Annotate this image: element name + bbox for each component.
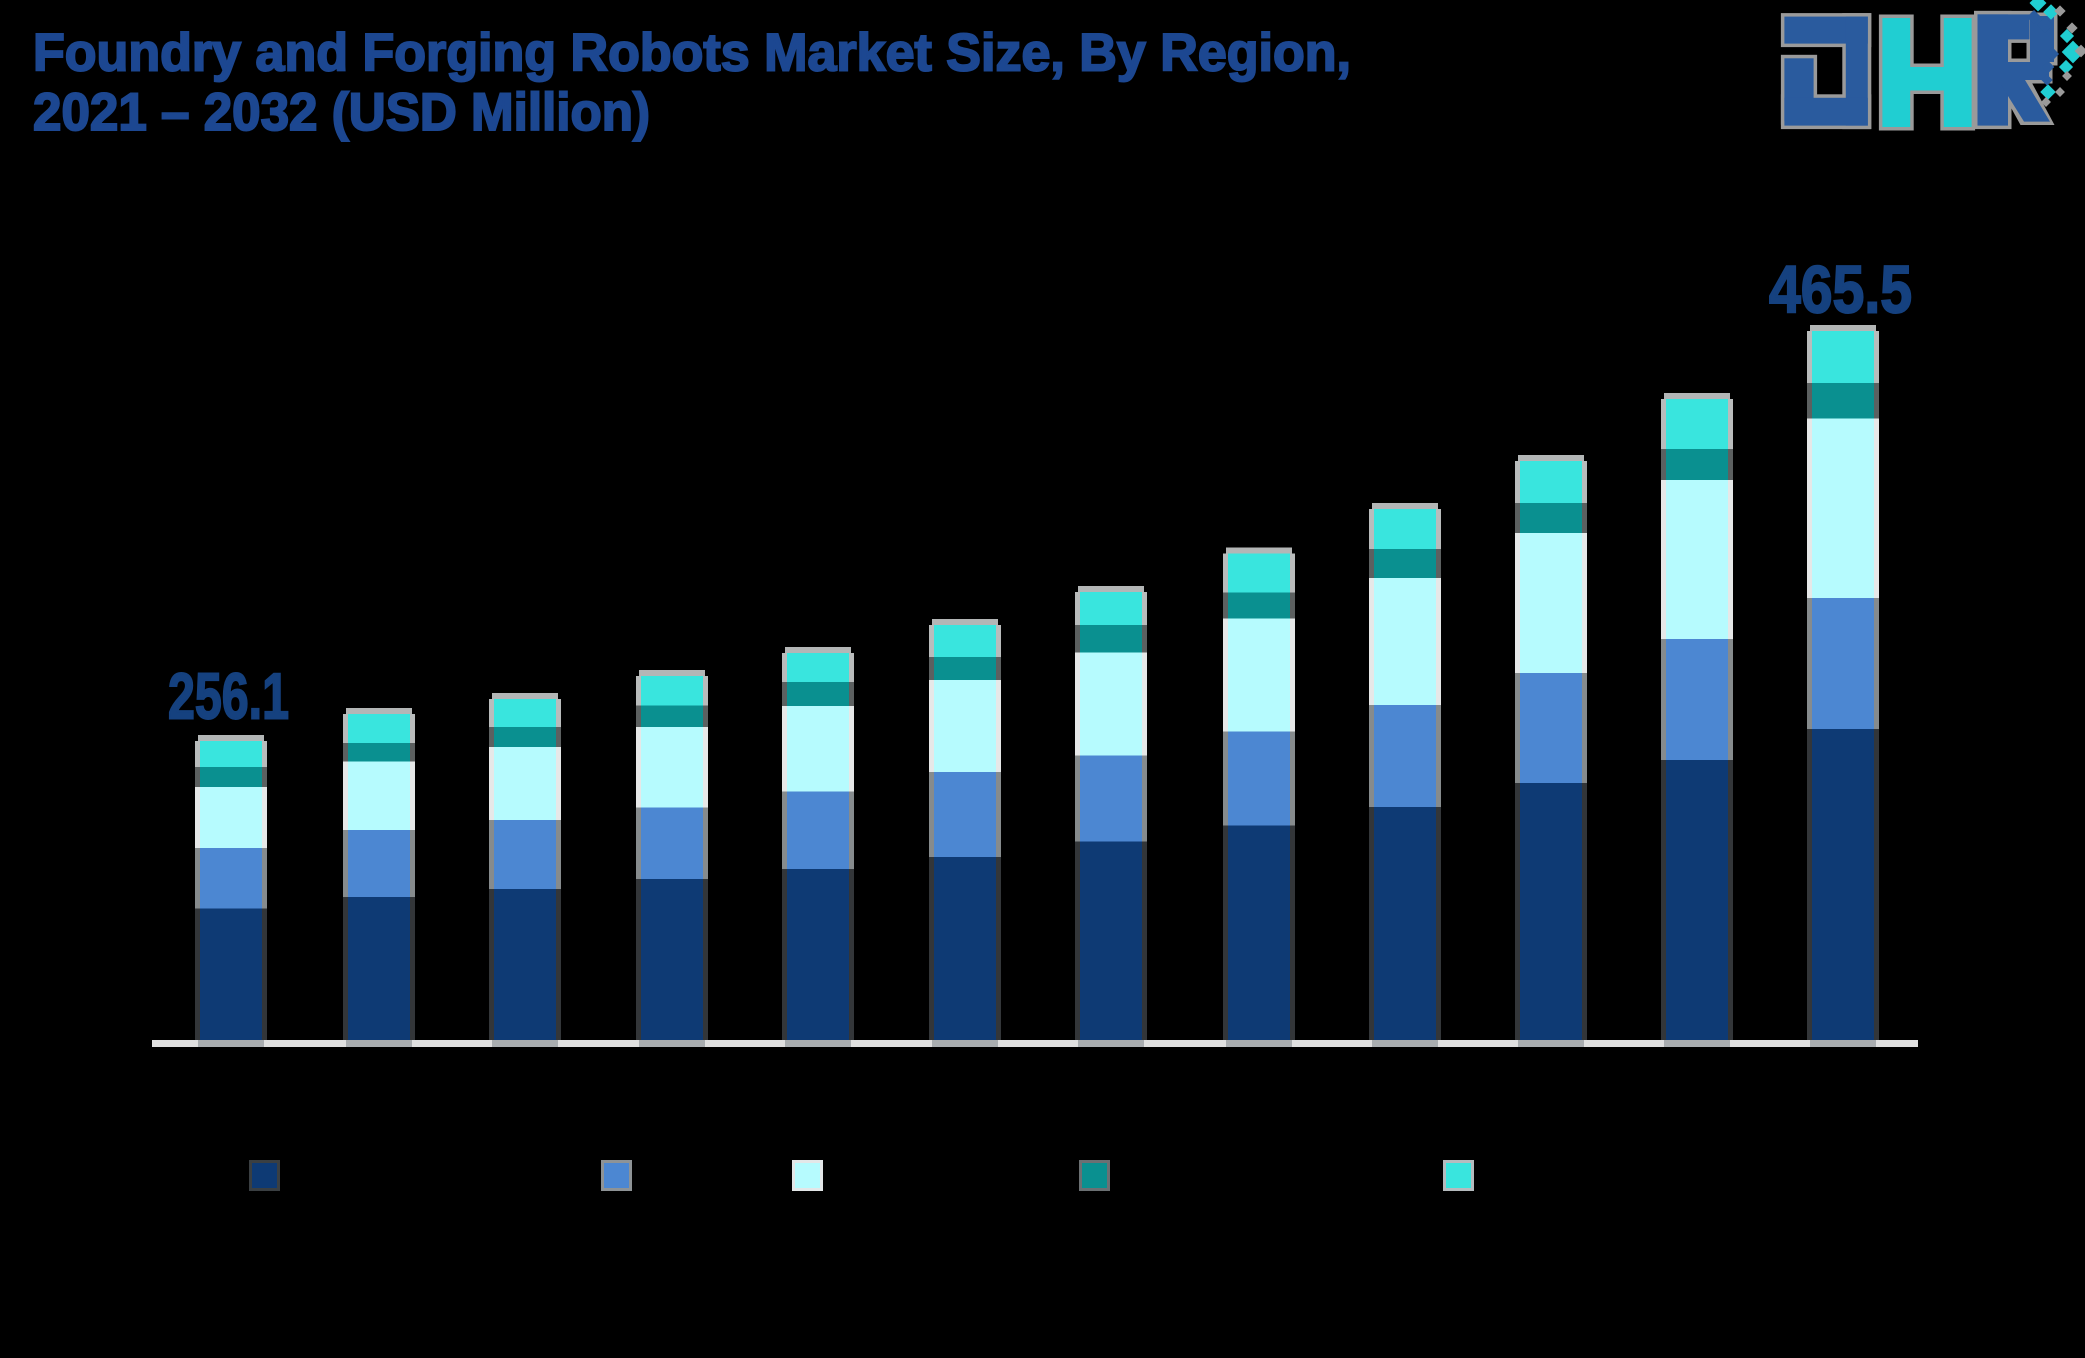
svg-text:Foundry and Forging Robots Mar: Foundry and Forging Robots Market Size, … bbox=[33, 24, 1351, 83]
svg-text:2021 – 2032 (USD Million): 2021 – 2032 (USD Million) bbox=[33, 83, 650, 142]
svg-text:465.5: 465.5 bbox=[1769, 253, 1912, 328]
svg-text:256.1: 256.1 bbox=[168, 660, 289, 733]
